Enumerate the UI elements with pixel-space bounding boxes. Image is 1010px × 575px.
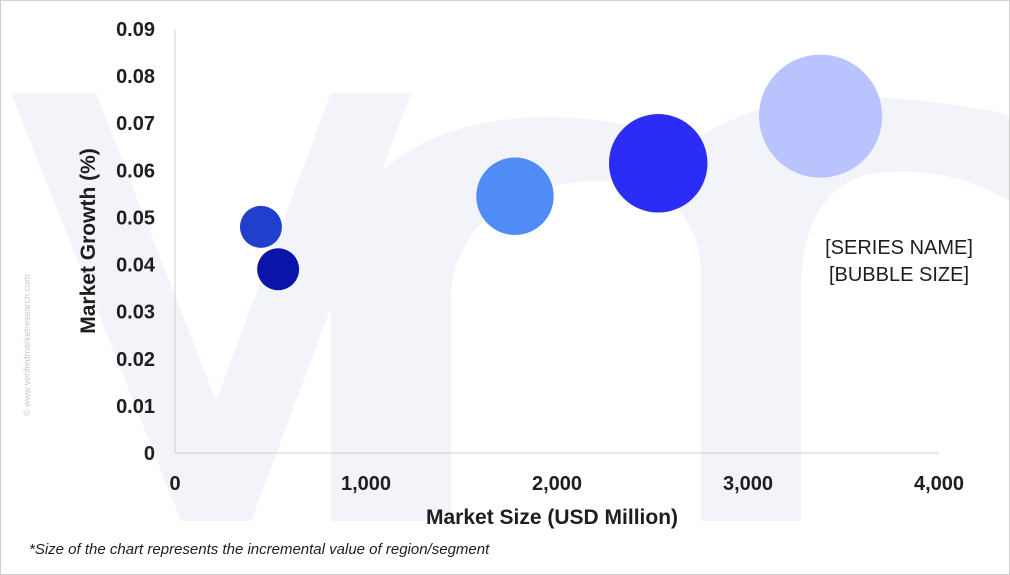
y-tick-labels: 0 0.01 0.02 0.03 0.04 0.05 0.06 0.07 0.08 0.09: [116, 19, 156, 465]
y-tick-label: 0.09: [116, 19, 155, 41]
y-tick-label: 0.02: [116, 349, 155, 371]
bubble: [608, 114, 708, 213]
bubble: [476, 157, 554, 235]
y-tick-label: 0.08: [116, 66, 155, 88]
legend-series-name: [SERIES NAME]: [825, 237, 973, 259]
bubble: [257, 248, 300, 291]
x-tick-label: 3,000: [723, 473, 773, 495]
watermark-text: © www.verifiedmarketresearch.com: [22, 274, 32, 416]
y-tick-label: 0.05: [116, 207, 155, 229]
x-tick-labels: 0 1,000 2,000 3,000 4,000: [169, 473, 964, 495]
y-tick-label: 0.01: [116, 396, 155, 418]
axes: [174, 29, 939, 454]
y-tick-label: 0: [144, 443, 155, 465]
y-tick-label: 0.03: [116, 302, 155, 324]
y-tick-label: 0.06: [116, 160, 155, 182]
watermark-shape: [11, 93, 411, 521]
x-tick-label: 2,000: [532, 473, 582, 495]
bubbles: [239, 54, 883, 291]
y-tick-label: 0.04: [116, 255, 156, 277]
y-tick-label: 0.07: [116, 113, 155, 135]
bubble: [239, 205, 282, 248]
x-tick-label: 0: [169, 473, 180, 495]
x-tick-label: 1,000: [341, 473, 391, 495]
bubble: [758, 54, 883, 178]
x-axis-title: Market Size (USD Million): [426, 506, 678, 529]
y-axis-title: Market Growth (%): [77, 148, 100, 334]
footnote: *Size of the chart represents the increm…: [29, 541, 490, 558]
legend-bubble-size: [BUBBLE SIZE]: [829, 264, 969, 286]
x-tick-label: 4,000: [914, 473, 964, 495]
